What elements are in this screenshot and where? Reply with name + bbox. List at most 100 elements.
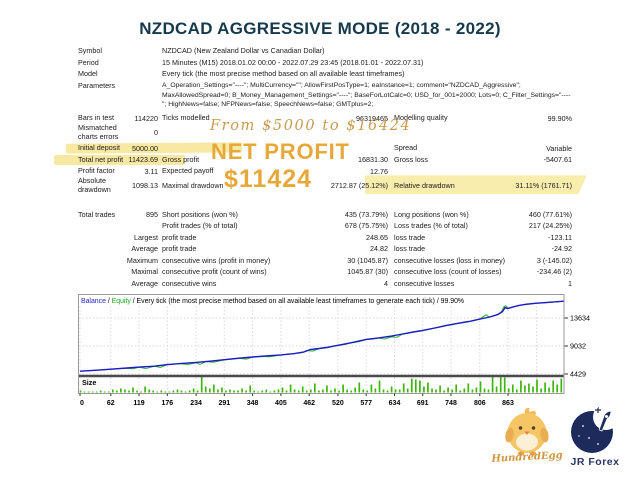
info-row: Period 15 Minutes (M15) 2018.01.02 00:00 … [78, 57, 572, 69]
stat-row: Average profit trade 24.82 loss trade -24.92 [78, 243, 572, 255]
stat-value: 460 (77.61%) [528, 209, 572, 219]
stat-cell: consecutive losses 1 [394, 278, 572, 290]
info-label: Period [78, 57, 99, 67]
stat-cell: Short positions (won %) 435 (73.79%) [162, 209, 388, 221]
svg-text:405: 405 [275, 400, 287, 407]
stat-value: 114220 [134, 113, 158, 123]
stat-label: consecutive losses [394, 278, 455, 288]
stat-label: Initial deposit [78, 143, 120, 153]
svg-text:119: 119 [133, 400, 144, 407]
stat-row: Total net profit 11423.69 Gross profit 1683… [54, 154, 572, 166]
stat-value: 217 (24.25%) [528, 221, 572, 231]
stat-value: Average [131, 278, 158, 288]
stat-cell: Expected payoff 12.76 [162, 166, 388, 178]
stat-value: 435 (73.79%) [344, 209, 388, 219]
chart-canvas: 13634 9032 4429 Balance / Equity / Every ti… [78, 294, 598, 408]
svg-text:634: 634 [389, 400, 401, 407]
stat-cell: Absolute drawdown 1098.13 [78, 177, 158, 194]
stat-cell: Mismatched charts errors 0 [78, 124, 158, 141]
stat-value: 1 [568, 278, 572, 288]
svg-text:4429: 4429 [570, 370, 586, 379]
stat-row: Profit factor 3.11 Expected payoff 12.76 [78, 166, 572, 178]
backtest-report: Symbol NZDCAD (New Zealand Dollar vs Cana… [54, 45, 572, 290]
stat-value: 2712.87 (25.12%) [330, 180, 388, 190]
hundred-egg-logo [496, 406, 558, 461]
svg-text:691: 691 [417, 400, 429, 407]
stat-value: 96319465 [356, 113, 388, 123]
stat-label: loss trade [394, 244, 426, 254]
stat-cell [78, 220, 158, 232]
stat-value: Largest [134, 232, 158, 242]
info-value: A_Operation_Settings="----"; MultiCurren… [162, 82, 571, 109]
svg-text:348: 348 [247, 400, 259, 407]
stat-row: Total trades 895 Short positions (won %) 43… [78, 209, 572, 221]
stat-cell: Initial deposit 5000.00 [78, 143, 158, 155]
stat-value: 99.90% [547, 113, 572, 123]
stat-value: 1098.13 [132, 180, 158, 190]
stat-cell: loss trade -24.92 [394, 243, 572, 255]
overlay-net-profit-value: $11424 [224, 165, 313, 193]
stat-cell: profit trade 248.65 [162, 232, 388, 244]
stat-label: Profit trades (% of total) [162, 221, 238, 231]
info-label: Symbol [78, 46, 102, 55]
svg-text:13634: 13634 [570, 314, 590, 323]
svg-text:462: 462 [303, 400, 315, 407]
svg-text:577: 577 [360, 400, 372, 407]
stat-label: Bars in test [78, 113, 114, 123]
stat-row: Absolute drawdown 1098.13 Maximal drawdown… [78, 177, 572, 194]
stat-row: Maximal consecutive profit (count of wins… [78, 266, 572, 278]
stat-label: Absolute drawdown [78, 176, 111, 194]
stat-value: -234.46 (2) [536, 267, 572, 277]
stat-value: 5000.00 [132, 143, 158, 153]
stat-row: Average consecutive wins 4 consecutive loss… [78, 278, 572, 290]
stat-cell: Average [78, 278, 158, 290]
stat-label: Total net profit [78, 154, 124, 164]
stat-label: Total trades [78, 209, 116, 219]
info-row: Parameters A_Operation_Settings="----"; M… [78, 80, 572, 110]
stat-cell: Profit factor 3.11 [78, 166, 158, 178]
stat-value: 30 (1045.87) [347, 255, 388, 265]
svg-text:806: 806 [474, 400, 486, 407]
stat-row: Largest profit trade 248.65 loss trade -123.… [78, 232, 572, 244]
stat-row: Bars in test 114220 Ticks modelled 96319465… [78, 113, 572, 125]
stat-value: Maximal [131, 267, 158, 277]
overlay-net-profit-label: NET PROFIT [211, 139, 350, 164]
stat-cell: Loss trades (% of total) 217 (24.25%) [394, 220, 572, 232]
stat-label: consecutive losses (loss in money) [394, 255, 506, 265]
stat-row: Maximum consecutive wins (profit in money… [78, 255, 572, 267]
stat-value: 12.76 [370, 166, 388, 176]
stat-cell: Spread Variable [394, 143, 572, 155]
stat-cell: consecutive loss (count of losses) -234.4… [394, 266, 572, 278]
stat-value: 31.11% (1761.71) [515, 180, 572, 190]
svg-text:176: 176 [161, 400, 173, 407]
stat-value: 3 (-145.02) [536, 255, 572, 265]
stat-label: Loss trades (% of total) [394, 221, 468, 231]
info-label: Parameters [78, 80, 116, 90]
stat-value: -123.11 [548, 232, 572, 242]
stat-cell: Maximal drawdown 2712.87 (25.12%) [162, 177, 388, 194]
info-value: 15 Minutes (M15) 2018.01.02 00:00 - 2022… [162, 57, 424, 67]
svg-text:520: 520 [332, 400, 344, 407]
stat-label: Ticks modelled [162, 113, 210, 123]
stat-cell: consecutive losses (loss in money) 3 (-14… [394, 255, 572, 267]
svg-text:234: 234 [190, 400, 202, 407]
stat-label: consecutive profit (count of wins) [162, 267, 267, 277]
stat-row: Mismatched charts errors 0 [78, 124, 572, 141]
stat-value: 4 [384, 278, 388, 288]
stat-row: Profit trades (% of total) 678 (75.75%) Lo… [78, 220, 572, 232]
stat-value: 0 [154, 127, 158, 137]
stat-value: -5407.61 [543, 155, 572, 165]
stat-row: Initial deposit 5000.00 Spread Variable [78, 143, 572, 155]
stat-cell: profit trade 24.82 [162, 243, 388, 255]
info-value: NZDCAD (New Zealand Dollar vs Canadian D… [162, 46, 325, 55]
svg-text:291: 291 [218, 400, 230, 407]
stat-cell: Maximum [78, 255, 158, 267]
stat-value: 248.65 [366, 232, 388, 242]
info-value: Every tick (the most precise method base… [162, 69, 405, 78]
info-label: Model [78, 69, 98, 78]
stat-value: 895 [146, 209, 158, 219]
stat-label: Mismatched charts errors [78, 123, 119, 141]
chick-icon [505, 407, 549, 456]
stat-cell: Largest [78, 232, 158, 244]
stat-label: Profit factor [78, 166, 115, 176]
